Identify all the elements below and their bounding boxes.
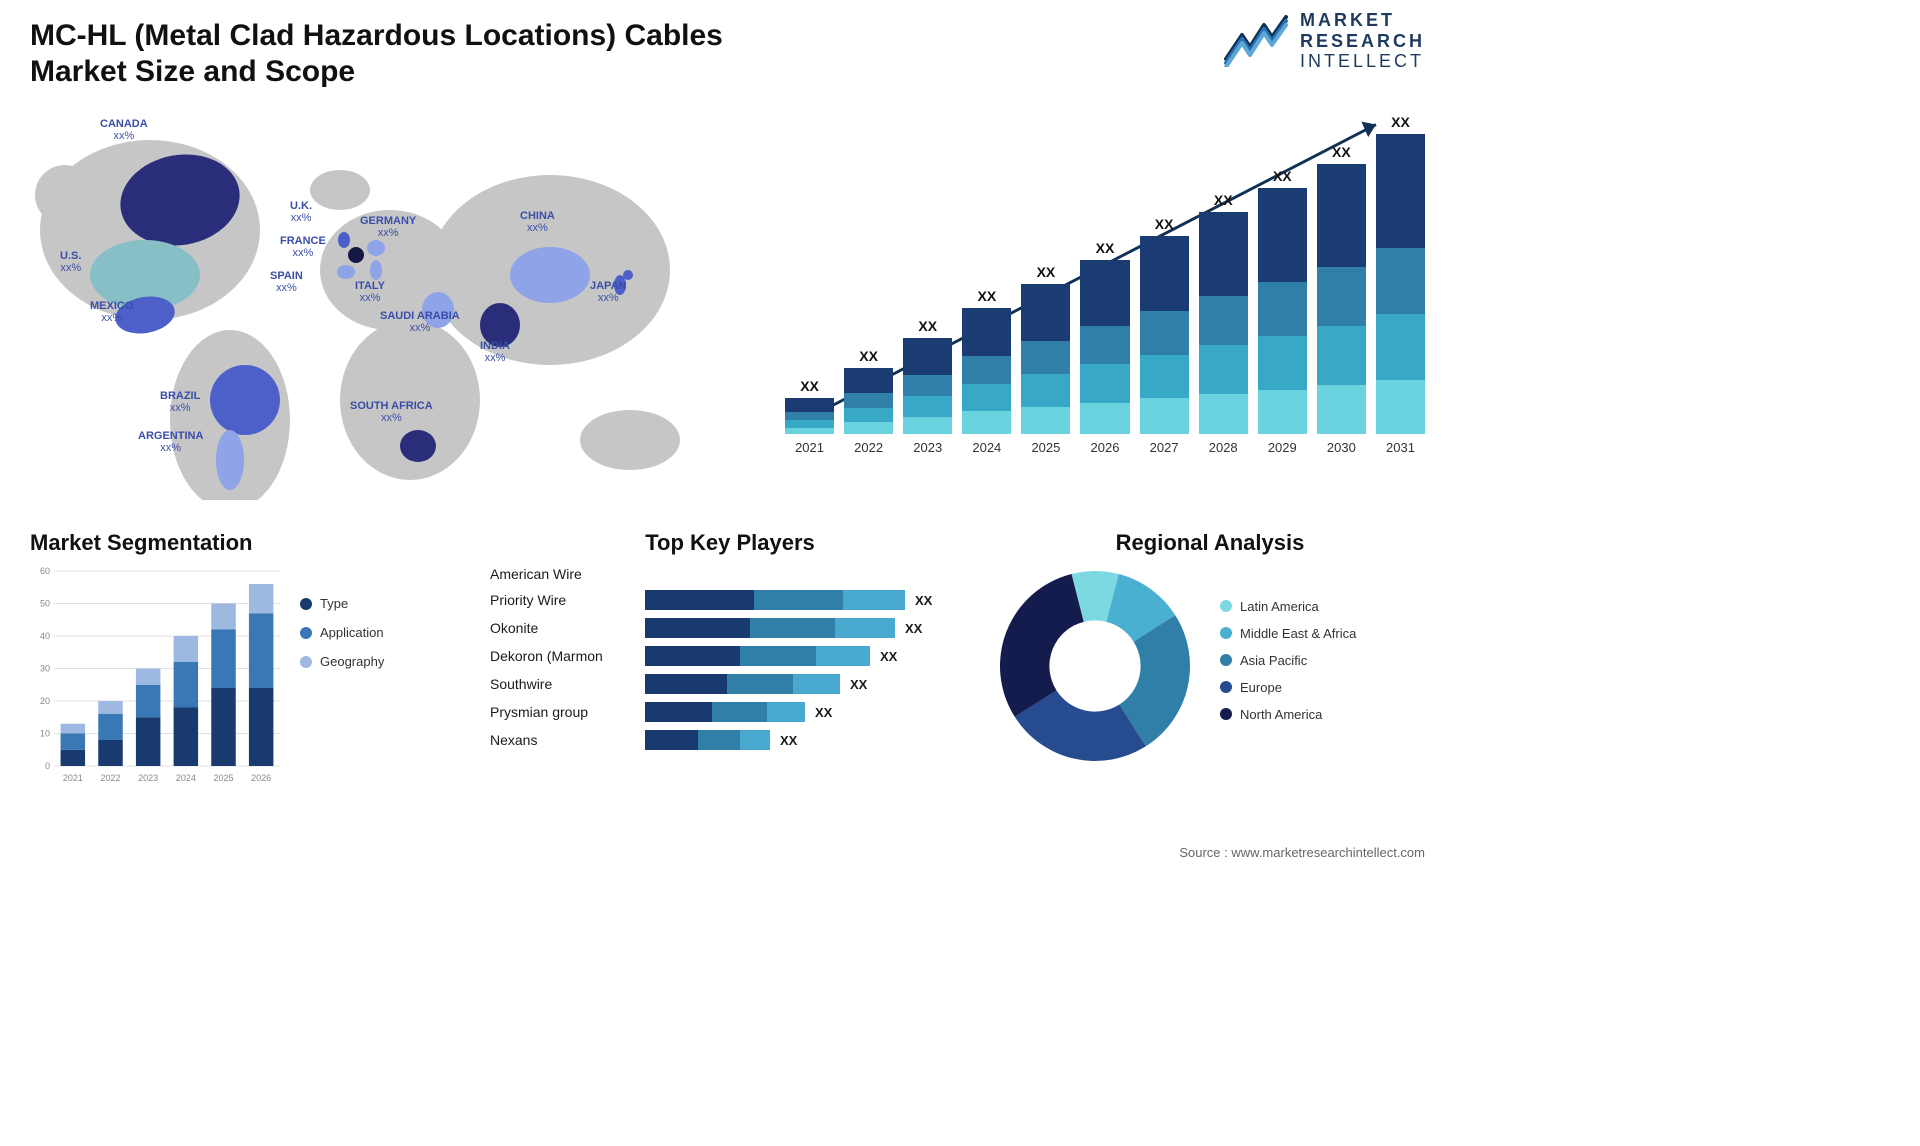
logo-line2: RESEARCH <box>1300 31 1425 52</box>
legend-item: Middle East & Africa <box>1220 626 1356 641</box>
regional-donut-chart <box>995 566 1195 766</box>
svg-text:2026: 2026 <box>251 773 271 783</box>
svg-text:40: 40 <box>40 631 50 641</box>
main-bar: XX2023 <box>903 318 952 455</box>
map-label: SAUDI ARABIAxx% <box>380 310 460 334</box>
legend-item: Latin America <box>1220 599 1356 614</box>
segmentation-title: Market Segmentation <box>30 530 450 556</box>
map-label: BRAZILxx% <box>160 390 200 414</box>
main-bar: XX2026 <box>1080 240 1129 455</box>
svg-text:2024: 2024 <box>176 773 196 783</box>
regional-section: Regional Analysis Latin America Middle Ea… <box>995 530 1425 766</box>
page-title: MC-HL (Metal Clad Hazardous Locations) C… <box>30 18 750 90</box>
svg-text:0: 0 <box>45 761 50 771</box>
main-growth-chart: XX2021XX2022XX2023XX2024XX2025XX2026XX20… <box>765 110 1425 480</box>
svg-text:50: 50 <box>40 599 50 609</box>
main-bar: XX2028 <box>1199 192 1248 455</box>
logo-line1: MARKET <box>1300 10 1425 31</box>
brand-logo: MARKET RESEARCH INTELLECT <box>1224 10 1425 72</box>
svg-text:60: 60 <box>40 566 50 576</box>
main-bar: XX2022 <box>844 348 893 455</box>
legend-item: Europe <box>1220 680 1356 695</box>
map-label: INDIAxx% <box>480 340 510 364</box>
svg-text:2025: 2025 <box>213 773 233 783</box>
map-label: GERMANYxx% <box>360 215 416 239</box>
svg-text:20: 20 <box>40 696 50 706</box>
map-label: U.K.xx% <box>290 200 312 224</box>
map-label: ARGENTINAxx% <box>138 430 203 454</box>
legend-item: Type <box>300 596 384 611</box>
map-label: MEXICOxx% <box>90 300 133 324</box>
svg-text:2021: 2021 <box>63 773 83 783</box>
svg-text:2022: 2022 <box>100 773 120 783</box>
segmentation-section: Market Segmentation 0 10 20 30 40 50 60 2021 202… <box>30 530 450 786</box>
main-bar: XX2021 <box>785 378 834 455</box>
player-row: Priority WireXX <box>490 590 970 610</box>
logo-line3: INTELLECT <box>1300 51 1425 72</box>
svg-text:10: 10 <box>40 729 50 739</box>
main-bar: XX2029 <box>1258 168 1307 455</box>
world-map: CANADAxx% U.S.xx% MEXICOxx% BRAZILxx% ARGENT… <box>30 100 710 500</box>
map-label: ITALYxx% <box>355 280 385 304</box>
legend-item: Geography <box>300 654 384 669</box>
player-row: OkoniteXX <box>490 618 970 638</box>
map-label: JAPANxx% <box>590 280 626 304</box>
players-section: Top Key Players American Wire Priority Wi… <box>490 530 970 758</box>
player-row: SouthwireXX <box>490 674 970 694</box>
player-row: American Wire <box>490 566 970 582</box>
segmentation-legend: Type Application Geography <box>300 566 384 786</box>
svg-text:2023: 2023 <box>138 773 158 783</box>
main-bar: XX2027 <box>1140 216 1189 455</box>
main-bar: XX2024 <box>962 288 1011 455</box>
regional-legend: Latin America Middle East & Africa Asia Pa… <box>1220 599 1356 734</box>
svg-text:30: 30 <box>40 664 50 674</box>
map-label: CANADAxx% <box>100 118 148 142</box>
main-bar: XX2025 <box>1021 264 1070 455</box>
main-bar: XX2030 <box>1317 144 1366 455</box>
map-label: SPAINxx% <box>270 270 303 294</box>
players-title: Top Key Players <box>490 530 970 556</box>
main-bar: XX2031 <box>1376 114 1425 455</box>
map-label: U.S.xx% <box>60 250 81 274</box>
logo-mark-icon <box>1224 15 1290 67</box>
legend-item: Asia Pacific <box>1220 653 1356 668</box>
map-label: CHINAxx% <box>520 210 555 234</box>
regional-title: Regional Analysis <box>995 530 1425 556</box>
map-label: FRANCExx% <box>280 235 326 259</box>
player-row: NexansXX <box>490 730 970 750</box>
legend-item: Application <box>300 625 384 640</box>
player-row: Dekoron (MarmonXX <box>490 646 970 666</box>
segmentation-chart: 0 10 20 30 40 50 60 2021 2022 2023 2024 2025 2026 <box>30 566 280 786</box>
map-label: SOUTH AFRICAxx% <box>350 400 433 424</box>
legend-item: North America <box>1220 707 1356 722</box>
source-attribution: Source : www.marketresearchintellect.com <box>1179 845 1425 860</box>
player-row: Prysmian groupXX <box>490 702 970 722</box>
